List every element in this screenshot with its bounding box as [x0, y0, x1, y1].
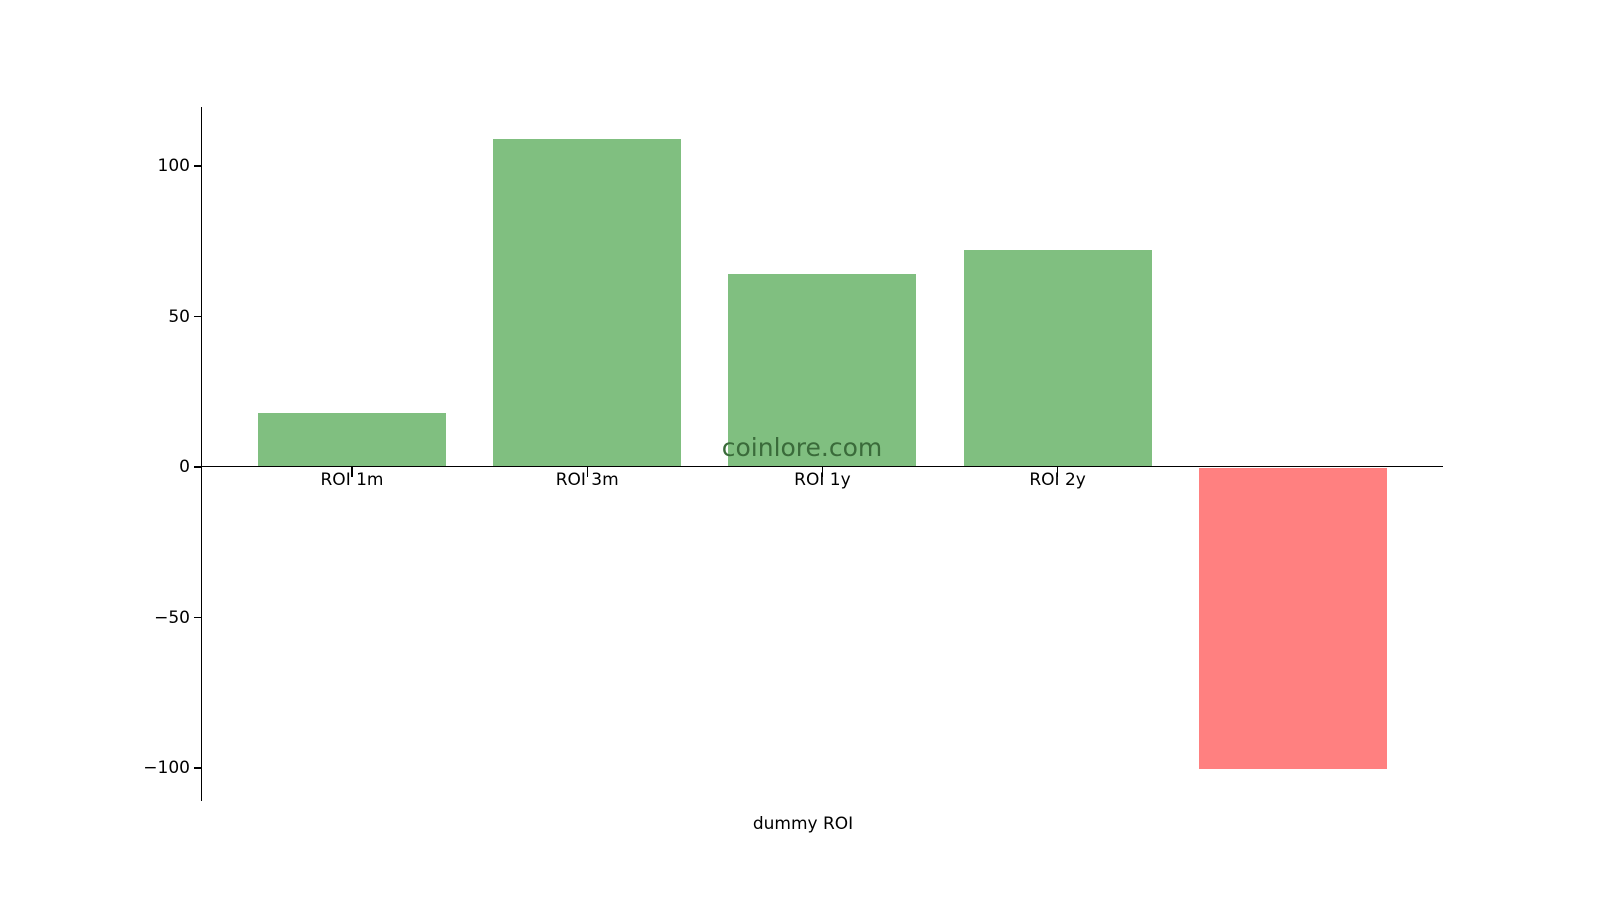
- bar-neg-4: [1198, 468, 1387, 769]
- y-tick-label: 50: [168, 306, 190, 327]
- y-tick-mark: [194, 616, 201, 619]
- bar-roi-2y: [963, 250, 1152, 467]
- y-tick-label: −50: [154, 607, 190, 628]
- y-tick-mark: [194, 165, 201, 167]
- x-tick-mark: [351, 467, 353, 477]
- y-axis-line: [201, 107, 203, 801]
- x-tick-mark: [821, 467, 824, 477]
- y-tick-mark: [194, 466, 201, 468]
- x-tick-label: ROI 1y: [794, 470, 851, 490]
- x-tick-label: ROI 1m: [320, 470, 384, 490]
- bar-roi-1y: [728, 274, 917, 467]
- watermark: coinlore.com: [721, 433, 883, 462]
- y-tick-mark: [194, 767, 201, 769]
- y-tick-label: 0: [179, 457, 190, 477]
- x-tick-mark: [1056, 467, 1059, 477]
- x-axis-title: dummy ROI: [752, 814, 854, 834]
- bar-roi-3m: [493, 138, 682, 467]
- x-tick-label: ROI 2y: [1029, 470, 1086, 490]
- x-tick-mark: [586, 467, 588, 477]
- x-axis-zero-line: [201, 466, 1443, 468]
- bar-roi-1m: [258, 412, 446, 467]
- x-tick-label: ROI 3m: [555, 470, 619, 490]
- y-tick-mark: [194, 315, 201, 318]
- y-tick-label: −100: [143, 758, 190, 778]
- y-tick-label: 100: [157, 156, 190, 176]
